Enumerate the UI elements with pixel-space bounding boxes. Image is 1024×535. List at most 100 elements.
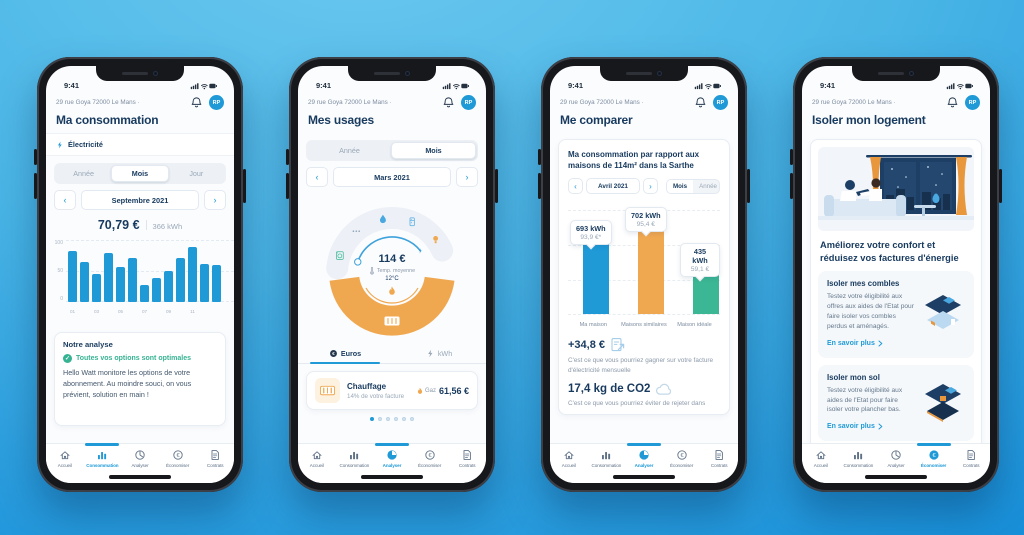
home-indicator[interactable] — [109, 475, 171, 479]
prev-period-button[interactable]: ‹ — [568, 178, 583, 195]
signal-wifi-battery-icons — [190, 82, 218, 90]
day-bar[interactable] — [200, 264, 209, 302]
period-value[interactable]: Mars 2021 — [333, 167, 451, 187]
avatar[interactable]: RP — [209, 95, 224, 110]
day-bar[interactable] — [164, 271, 173, 302]
accueil-icon — [59, 449, 71, 461]
home-indicator[interactable] — [361, 475, 423, 479]
energy-type-selector[interactable]: Électricité — [46, 133, 234, 156]
svg-text:€: € — [332, 351, 335, 356]
period-value[interactable]: Avril 2021 — [586, 178, 640, 195]
front-camera — [153, 71, 158, 76]
day-bar[interactable] — [176, 258, 185, 302]
address-selector[interactable]: 29 rue Goya 72000 Le Mans · — [56, 99, 140, 106]
nav-item-contrats[interactable]: Contrats — [952, 449, 990, 483]
analysis-status: ✓ Toutes vos options sont optimales — [63, 354, 217, 363]
next-period-button[interactable]: › — [643, 178, 658, 195]
nav-item-consommation[interactable]: Consommation — [840, 449, 878, 483]
nav-item-contrats[interactable]: Contrats — [448, 449, 486, 483]
tab-annee[interactable]: Année — [339, 146, 360, 155]
notifications-bell-icon[interactable] — [694, 96, 707, 109]
avatar[interactable]: RP — [461, 95, 476, 110]
tab-mois[interactable]: Mois — [391, 142, 476, 159]
day-bar[interactable] — [116, 267, 125, 302]
home-indicator[interactable] — [865, 475, 927, 479]
gauge-start-icon — [354, 258, 362, 266]
day-bar[interactable] — [104, 253, 113, 302]
nav-item-analyser[interactable]: Analyser — [121, 449, 159, 483]
prev-period-button[interactable]: ‹ — [54, 190, 76, 210]
analysis-title: Notre analyse — [63, 340, 113, 349]
nav-item-consommation[interactable]: Consommation — [336, 449, 374, 483]
economiser-icon — [676, 449, 688, 461]
consommation-icon — [600, 449, 612, 461]
status-bar: 9:41 — [46, 66, 234, 91]
total-kwh: 366 kWh — [152, 222, 183, 231]
nav-item-economiser[interactable]: Économiser — [411, 449, 449, 483]
usage-share: 14% de votre facture — [347, 392, 405, 400]
nav-item-analyser[interactable]: Analyser — [373, 449, 411, 483]
tab-euros[interactable]: € Euros — [298, 345, 392, 363]
screen: 9:41 29 rue Goya 72000 Le Mans · RP Isol… — [802, 66, 990, 483]
period-value[interactable]: Septembre 2021 — [81, 190, 199, 210]
notifications-bell-icon[interactable] — [442, 96, 455, 109]
segment-chauffage[interactable] — [329, 276, 455, 336]
contrats-icon — [209, 449, 221, 461]
day-bar[interactable] — [92, 273, 101, 302]
offer-link[interactable]: En savoir plus — [827, 423, 883, 430]
nav-item-accueil[interactable]: Accueil — [802, 449, 840, 483]
fuel-badge: Gaz — [417, 387, 436, 395]
toggle-annee[interactable]: Année — [699, 182, 718, 190]
nav-item-economiser[interactable]: Économiser — [915, 449, 953, 483]
tab-annee[interactable]: Année — [73, 169, 95, 178]
address-selector[interactable]: 29 rue Goya 72000 Le Mans · — [812, 99, 896, 106]
offer-link[interactable]: En savoir plus — [827, 340, 883, 347]
page-title: Mes usages — [308, 113, 375, 127]
address-selector[interactable]: 29 rue Goya 72000 Le Mans · — [560, 99, 644, 106]
tab-mois[interactable]: Mois — [111, 165, 169, 182]
notifications-bell-icon[interactable] — [190, 96, 203, 109]
day-bar[interactable] — [188, 247, 197, 302]
avatar[interactable]: RP — [965, 95, 980, 110]
nav-item-consommation[interactable]: Consommation — [84, 449, 122, 483]
nav-item-accueil[interactable]: Accueil — [298, 449, 336, 483]
day-bar[interactable] — [80, 261, 89, 302]
tab-jour[interactable]: Jour — [189, 169, 204, 178]
bar-maisons-similaires[interactable] — [638, 222, 664, 315]
co2-amount: 17,4 kg de CO2 — [568, 383, 651, 396]
nav-item-contrats[interactable]: Contrats — [700, 449, 738, 483]
analyser-icon — [890, 449, 902, 461]
home-indicator[interactable] — [613, 475, 675, 479]
day-bar[interactable] — [140, 284, 149, 302]
nav-item-accueil[interactable]: Accueil — [46, 449, 84, 483]
speaker — [626, 72, 652, 75]
nav-item-economiser[interactable]: Économiser — [159, 449, 197, 483]
date-navigator: ‹ Septembre 2021 › — [54, 190, 226, 210]
phone-me-comparer: 9:41 29 rue Goya 72000 Le Mans · RP Me c… — [538, 57, 750, 492]
co2-description: C'est ce que vous pourriez éviter de rej… — [568, 399, 706, 407]
nav-item-consommation[interactable]: Consommation — [588, 449, 626, 483]
tab-kwh[interactable]: kWh — [392, 345, 486, 363]
notifications-bell-icon[interactable] — [946, 96, 959, 109]
avatar[interactable]: RP — [713, 95, 728, 110]
nav-item-analyser[interactable]: Analyser — [877, 449, 915, 483]
nav-item-contrats[interactable]: Contrats — [196, 449, 234, 483]
prev-period-button[interactable]: ‹ — [306, 167, 328, 187]
speaker — [374, 72, 400, 75]
pagination-dots[interactable] — [298, 417, 486, 421]
day-bar[interactable] — [128, 258, 137, 302]
day-bar[interactable] — [68, 251, 77, 302]
day-bar[interactable] — [152, 277, 161, 302]
day-bar[interactable] — [212, 264, 221, 302]
next-period-button[interactable]: › — [204, 190, 226, 210]
address-selector[interactable]: 29 rue Goya 72000 Le Mans · — [308, 99, 392, 106]
nav-item-accueil[interactable]: Accueil — [550, 449, 588, 483]
nav-item-analyser[interactable]: Analyser — [625, 449, 663, 483]
nav-item-economiser[interactable]: Économiser — [663, 449, 701, 483]
offer-card-combles[interactable]: Isoler mes combles Testez votre éligibil… — [818, 271, 974, 358]
status-bar: 9:41 — [802, 66, 990, 91]
next-period-button[interactable]: › — [456, 167, 478, 187]
usage-card-chauffage[interactable]: Chauffage 14% de votre facture Gaz 61,56… — [306, 371, 478, 410]
offer-card-sol[interactable]: Isoler mon sol Testez votre éligibilité … — [818, 364, 974, 442]
toggle-mois[interactable]: Mois — [667, 179, 694, 193]
